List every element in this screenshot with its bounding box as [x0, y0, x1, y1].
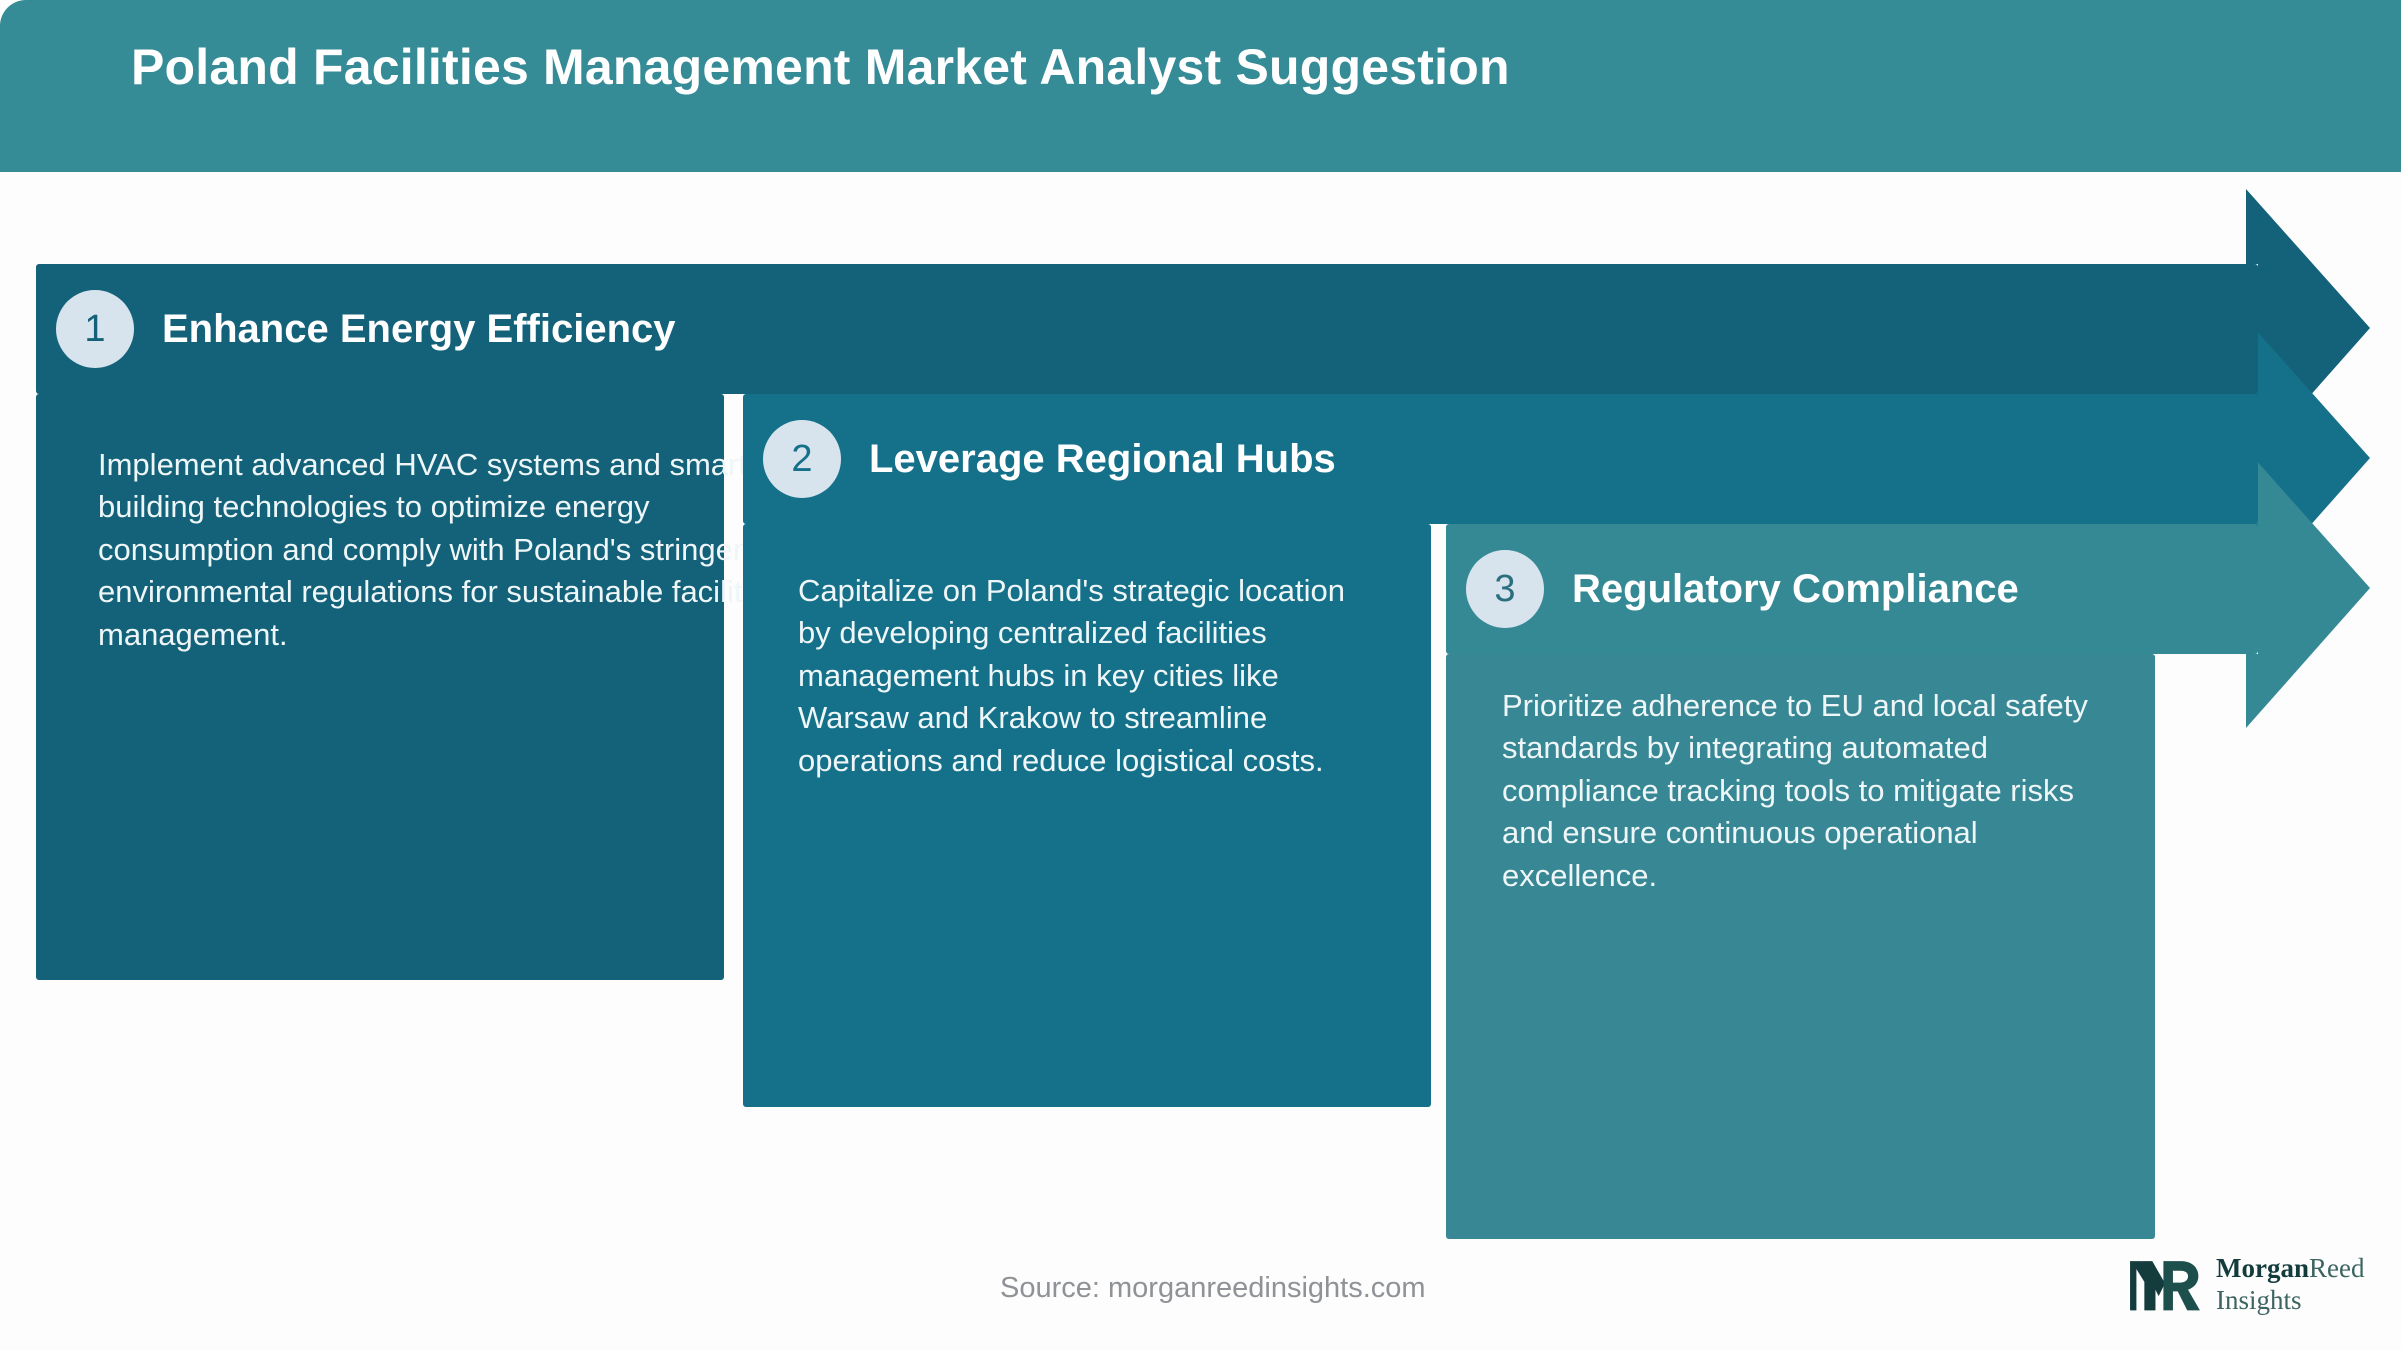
- step-1-band[interactable]: 1 Enhance Energy Efficiency: [36, 264, 2258, 394]
- logo-line-2: Insights: [2216, 1285, 2302, 1315]
- arrow-head-2: [2246, 319, 2370, 598]
- step-1-title: Enhance Energy Efficiency: [162, 306, 676, 351]
- mr-monogram-icon: [2130, 1260, 2200, 1310]
- step-2-band[interactable]: 2 Leverage Regional Hubs: [743, 394, 2258, 524]
- header-bar: [0, 0, 2401, 172]
- step-1-body: Implement advanced HVAC systems and smar…: [98, 447, 783, 652]
- step-1-panel: [36, 394, 724, 980]
- step-3-body: Prioritize adherence to EU and local saf…: [1502, 688, 2097, 893]
- step-2-number-badge: 2: [763, 420, 841, 498]
- logo-wordmark: MorganReed Insights: [2216, 1255, 2364, 1314]
- source-label: Source: morganreedinsights.com: [1000, 1272, 1426, 1304]
- step-3-number-badge: 3: [1466, 550, 1544, 628]
- step-1-number: 1: [84, 307, 106, 350]
- page-title: Poland Facilities Management Market Anal…: [131, 39, 1510, 95]
- logo-reed: Reed: [2308, 1253, 2365, 1283]
- step-2-title: Leverage Regional Hubs: [869, 436, 1336, 481]
- step-3-number: 3: [1494, 567, 1516, 610]
- step-3-band[interactable]: 3 Regulatory Compliance: [1446, 524, 2258, 654]
- step-1-number-badge: 1: [56, 290, 134, 368]
- logo-morgan: Morgan: [2216, 1253, 2309, 1283]
- step-3-panel: [1446, 654, 2155, 1239]
- step-2-body: Capitalize on Poland's strategic locatio…: [798, 573, 1354, 778]
- step-2-panel: [743, 524, 1431, 1107]
- logo-line-1: MorganReed: [2216, 1255, 2364, 1282]
- arrow-head-1: [2246, 189, 2370, 468]
- step-2-number: 2: [791, 437, 813, 480]
- arrow-head-3: [2246, 449, 2370, 728]
- step-3-title: Regulatory Compliance: [1572, 566, 2019, 611]
- brand-logo: MorganReed Insights: [2128, 1255, 2364, 1314]
